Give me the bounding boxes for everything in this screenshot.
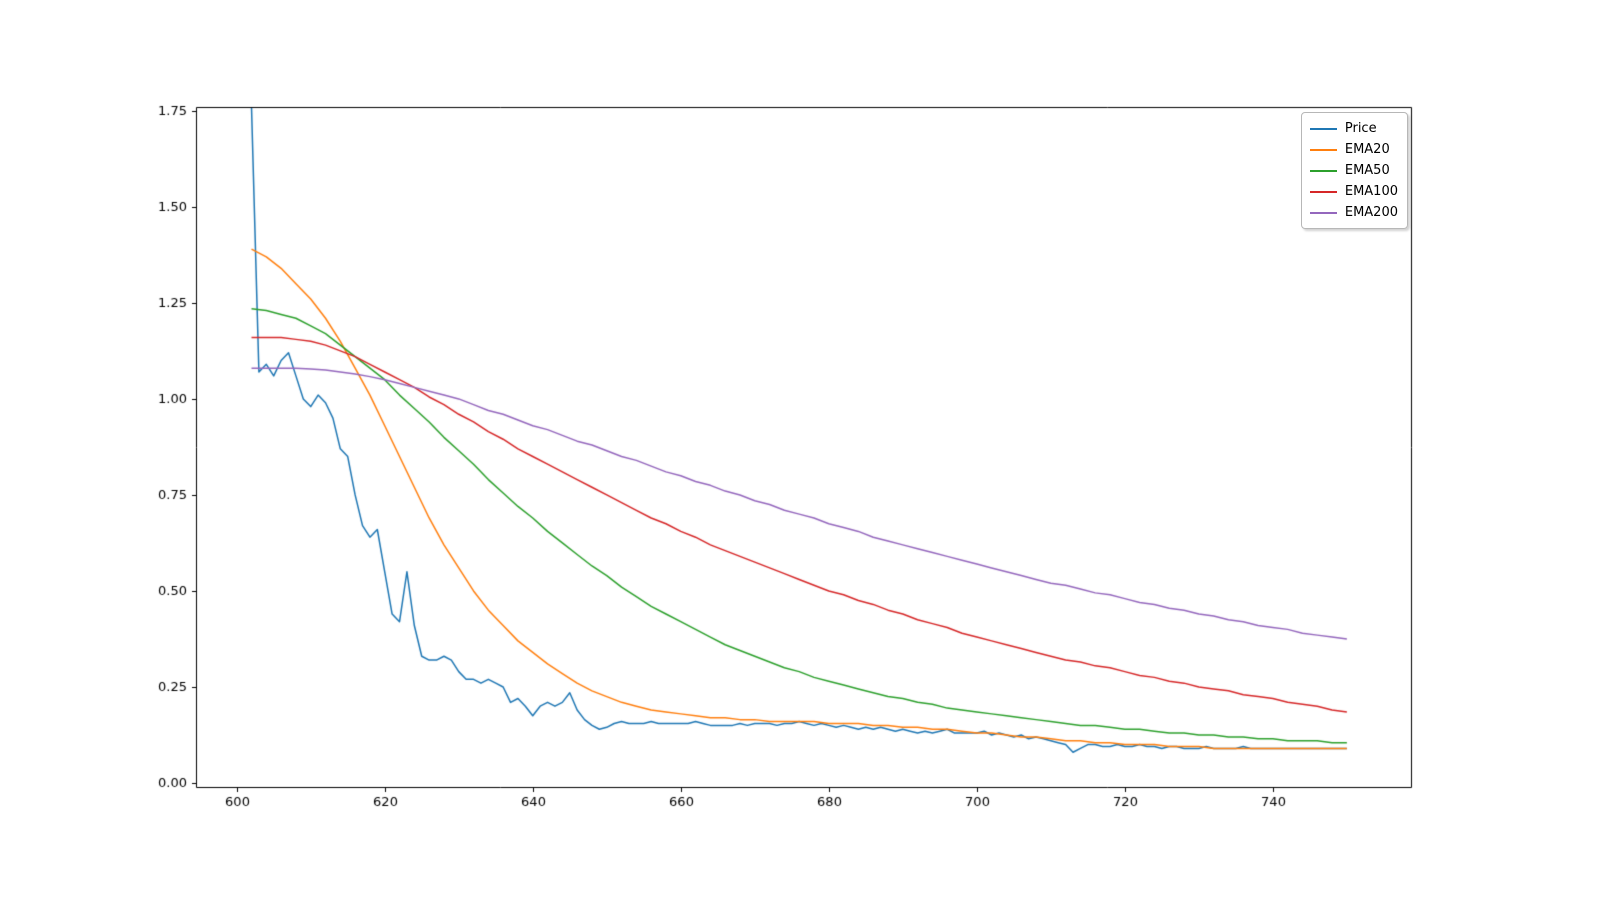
legend-item-price: Price (1309, 118, 1398, 139)
legend-item-ema200: EMA200 (1309, 202, 1398, 223)
chart-legend: Price EMA20 EMA50 EMA100 EMA200 (1300, 112, 1408, 229)
legend-label: EMA100 (1344, 184, 1398, 199)
legend-item-ema50: EMA50 (1309, 160, 1398, 181)
legend-label: EMA200 (1344, 205, 1398, 220)
legend-item-ema100: EMA100 (1309, 181, 1398, 202)
legend-line-sample (1309, 148, 1337, 151)
legend-label: Price (1344, 121, 1377, 136)
legend-line-sample (1309, 190, 1337, 193)
legend-label: EMA50 (1344, 163, 1390, 178)
legend-label: EMA20 (1344, 142, 1390, 157)
legend-line-sample (1309, 127, 1337, 130)
legend-line-sample (1309, 211, 1337, 214)
legend-line-sample (1309, 169, 1337, 172)
legend-item-ema20: EMA20 (1309, 139, 1398, 160)
